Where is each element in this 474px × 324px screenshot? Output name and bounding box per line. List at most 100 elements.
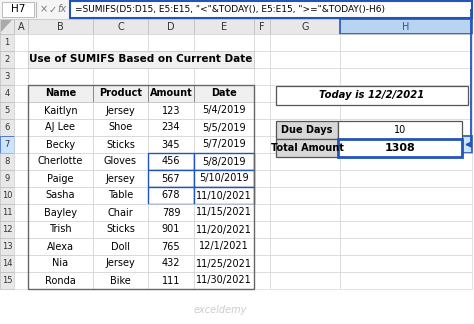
Bar — [340, 170, 472, 187]
Bar — [28, 19, 93, 34]
Bar — [0, 187, 14, 204]
Bar — [340, 85, 472, 102]
Bar — [340, 238, 472, 255]
Bar — [340, 255, 472, 272]
Bar — [194, 238, 254, 255]
Bar — [194, 119, 254, 136]
Text: 123: 123 — [162, 106, 180, 115]
Text: 2: 2 — [4, 55, 9, 64]
Bar — [28, 221, 93, 238]
Bar — [14, 34, 28, 51]
Bar — [0, 19, 14, 34]
Text: H: H — [402, 21, 410, 31]
Bar — [93, 238, 148, 255]
Bar — [270, 136, 340, 153]
Text: 901: 901 — [162, 225, 180, 235]
Bar — [340, 34, 472, 51]
Bar — [254, 221, 270, 238]
Text: 5/4/2019: 5/4/2019 — [202, 106, 246, 115]
Bar — [148, 187, 194, 204]
Bar — [194, 187, 254, 204]
Bar — [270, 19, 340, 34]
Bar — [148, 136, 194, 153]
Text: 10: 10 — [2, 191, 12, 200]
Bar — [194, 204, 254, 221]
Bar — [148, 51, 194, 68]
Bar — [194, 68, 254, 85]
Bar — [0, 272, 14, 289]
Bar — [28, 68, 93, 85]
Bar — [194, 238, 254, 255]
Bar — [148, 255, 194, 272]
Bar — [148, 19, 194, 34]
Bar — [28, 34, 93, 51]
Bar — [93, 170, 148, 187]
Text: Gloves: Gloves — [104, 156, 137, 167]
Bar — [148, 272, 194, 289]
Text: Trish: Trish — [49, 225, 72, 235]
Text: A: A — [18, 21, 24, 31]
Bar — [93, 255, 148, 272]
Bar — [14, 238, 28, 255]
Bar — [148, 153, 194, 170]
Bar — [270, 204, 340, 221]
Bar — [2, 2, 34, 17]
Text: Sticks: Sticks — [106, 140, 135, 149]
Bar — [28, 85, 93, 102]
Text: Nia: Nia — [53, 259, 69, 269]
Bar — [254, 187, 270, 204]
Text: Bayley: Bayley — [44, 207, 77, 217]
Bar — [254, 51, 270, 68]
Bar — [70, 1, 472, 18]
Bar — [194, 255, 254, 272]
Bar — [93, 153, 148, 170]
Text: 432: 432 — [162, 259, 180, 269]
Bar — [270, 187, 340, 204]
Bar — [254, 119, 270, 136]
Text: C: C — [117, 21, 124, 31]
Bar — [28, 221, 93, 238]
Bar — [0, 136, 14, 153]
Bar — [148, 238, 194, 255]
Bar — [340, 187, 472, 204]
Bar — [28, 136, 93, 153]
Text: Amount: Amount — [150, 88, 192, 98]
Text: Jersey: Jersey — [106, 259, 136, 269]
Bar — [340, 272, 472, 289]
Bar — [93, 136, 148, 153]
Bar — [194, 136, 254, 153]
Bar — [194, 136, 254, 153]
Bar — [28, 170, 93, 187]
Text: Bike: Bike — [110, 275, 131, 285]
Bar — [14, 255, 28, 272]
Bar — [28, 119, 93, 136]
Text: ✓: ✓ — [49, 5, 57, 15]
Bar — [148, 221, 194, 238]
Bar — [28, 204, 93, 221]
Bar — [148, 68, 194, 85]
Bar — [254, 85, 270, 102]
Bar — [148, 34, 194, 51]
Text: 678: 678 — [162, 191, 180, 201]
Bar — [14, 102, 28, 119]
Bar — [0, 221, 14, 238]
Text: Kaitlyn: Kaitlyn — [44, 106, 77, 115]
Bar — [194, 170, 254, 187]
Bar — [93, 136, 148, 153]
Bar — [93, 187, 148, 204]
Bar — [270, 170, 340, 187]
Bar — [93, 85, 148, 102]
Text: 5/10/2019: 5/10/2019 — [199, 173, 249, 183]
Text: 345: 345 — [162, 140, 180, 149]
Bar — [28, 255, 93, 272]
Text: Table: Table — [108, 191, 133, 201]
Text: 5/5/2019: 5/5/2019 — [202, 122, 246, 133]
Bar — [270, 255, 340, 272]
Bar — [340, 68, 472, 85]
Text: Doll: Doll — [111, 241, 130, 251]
Text: =SUMIFS(D5:D15, E5:E15, "<"&TODAY(), E5:E15, ">="&TODAY()-H6): =SUMIFS(D5:D15, E5:E15, "<"&TODAY(), E5:… — [75, 5, 385, 14]
Bar — [254, 19, 270, 34]
Text: 5/7/2019: 5/7/2019 — [202, 140, 246, 149]
Bar — [93, 221, 148, 238]
Bar — [194, 34, 254, 51]
